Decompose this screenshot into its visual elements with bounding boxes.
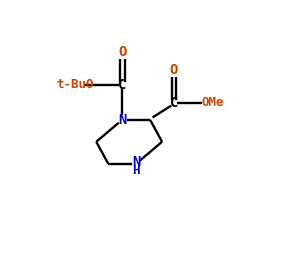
Text: C: C (118, 78, 126, 92)
Text: O: O (118, 45, 126, 59)
Text: O: O (170, 63, 178, 77)
Text: H: H (132, 164, 140, 177)
Text: N: N (132, 155, 140, 169)
Text: C: C (170, 96, 178, 110)
Text: OMe: OMe (202, 96, 224, 109)
Text: t-BuO: t-BuO (57, 78, 94, 91)
Text: N: N (118, 113, 126, 127)
